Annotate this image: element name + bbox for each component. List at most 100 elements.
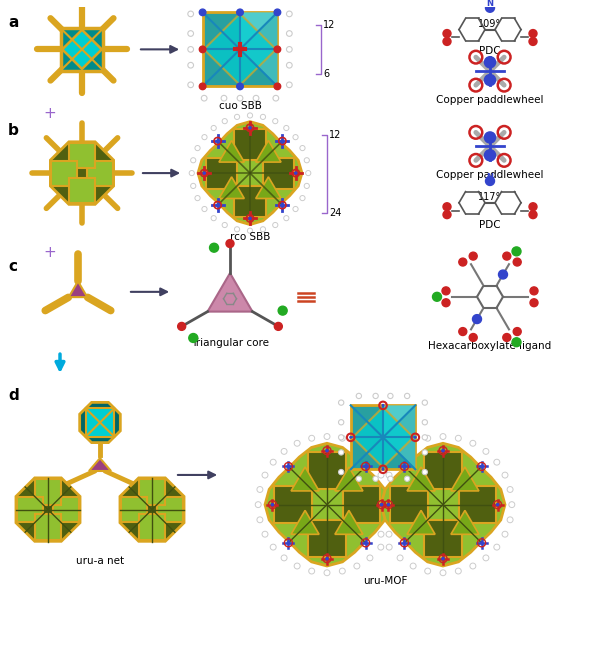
- Text: rco SBB: rco SBB: [230, 233, 270, 243]
- Circle shape: [281, 204, 284, 207]
- Circle shape: [236, 9, 244, 16]
- Circle shape: [178, 322, 185, 330]
- Circle shape: [202, 135, 207, 140]
- Text: cuo SBB: cuo SBB: [218, 101, 262, 111]
- Circle shape: [209, 243, 218, 252]
- Circle shape: [378, 531, 384, 537]
- Circle shape: [443, 211, 451, 219]
- Circle shape: [325, 557, 329, 560]
- Circle shape: [304, 184, 310, 188]
- Circle shape: [273, 0, 278, 3]
- Polygon shape: [62, 30, 102, 69]
- Circle shape: [459, 258, 467, 266]
- Polygon shape: [381, 444, 505, 566]
- Circle shape: [386, 459, 392, 465]
- Circle shape: [216, 204, 220, 207]
- Circle shape: [386, 472, 392, 478]
- Polygon shape: [256, 177, 281, 198]
- Circle shape: [294, 171, 298, 175]
- Circle shape: [484, 74, 496, 86]
- Circle shape: [235, 114, 239, 119]
- Polygon shape: [69, 281, 87, 297]
- Circle shape: [300, 145, 305, 151]
- Circle shape: [262, 531, 268, 537]
- Circle shape: [189, 333, 198, 343]
- Text: 12: 12: [329, 131, 341, 141]
- Circle shape: [274, 9, 281, 16]
- Polygon shape: [157, 497, 182, 522]
- Circle shape: [236, 83, 244, 90]
- Polygon shape: [139, 479, 165, 505]
- Circle shape: [235, 227, 239, 232]
- Text: N: N: [487, 172, 493, 182]
- Polygon shape: [88, 160, 113, 186]
- Circle shape: [378, 459, 384, 465]
- Circle shape: [485, 176, 494, 186]
- Polygon shape: [208, 273, 253, 312]
- Circle shape: [300, 196, 305, 201]
- Circle shape: [271, 503, 274, 507]
- Circle shape: [248, 126, 252, 129]
- Circle shape: [260, 227, 266, 232]
- Circle shape: [442, 287, 450, 295]
- Circle shape: [338, 420, 344, 425]
- Circle shape: [324, 570, 330, 575]
- Polygon shape: [86, 408, 114, 437]
- Circle shape: [188, 82, 194, 88]
- Polygon shape: [343, 486, 380, 523]
- Circle shape: [199, 83, 206, 90]
- Circle shape: [378, 544, 384, 550]
- Circle shape: [281, 448, 287, 454]
- Circle shape: [284, 125, 289, 131]
- Text: 6: 6: [323, 69, 329, 79]
- Circle shape: [195, 196, 200, 201]
- Polygon shape: [219, 177, 244, 198]
- Circle shape: [286, 30, 292, 36]
- Text: +: +: [44, 106, 56, 121]
- Circle shape: [484, 150, 496, 161]
- Polygon shape: [235, 186, 266, 217]
- Circle shape: [441, 449, 445, 452]
- Text: c: c: [8, 259, 17, 274]
- Circle shape: [305, 170, 311, 176]
- Circle shape: [422, 469, 427, 475]
- Circle shape: [469, 252, 477, 260]
- Polygon shape: [235, 129, 266, 160]
- Circle shape: [455, 568, 461, 574]
- Circle shape: [188, 62, 194, 68]
- Circle shape: [237, 95, 243, 101]
- Circle shape: [480, 465, 484, 468]
- Polygon shape: [335, 511, 363, 534]
- Circle shape: [530, 287, 538, 295]
- Circle shape: [403, 541, 406, 545]
- Circle shape: [529, 203, 537, 211]
- Circle shape: [507, 517, 513, 522]
- Circle shape: [272, 223, 278, 227]
- Circle shape: [274, 46, 281, 52]
- Circle shape: [340, 568, 345, 574]
- Circle shape: [354, 563, 360, 569]
- Polygon shape: [203, 13, 277, 86]
- Circle shape: [443, 38, 451, 45]
- Circle shape: [281, 555, 287, 561]
- Circle shape: [255, 502, 261, 508]
- Circle shape: [340, 436, 345, 441]
- Circle shape: [195, 145, 200, 151]
- Circle shape: [260, 114, 266, 119]
- Polygon shape: [35, 479, 61, 505]
- Circle shape: [270, 544, 276, 550]
- Polygon shape: [353, 407, 413, 467]
- Circle shape: [494, 544, 500, 550]
- Polygon shape: [291, 511, 319, 534]
- Circle shape: [287, 541, 290, 545]
- Text: PDC: PDC: [479, 219, 501, 229]
- Circle shape: [248, 217, 252, 220]
- Circle shape: [410, 563, 416, 569]
- Circle shape: [273, 95, 278, 101]
- Polygon shape: [240, 13, 277, 86]
- Circle shape: [237, 0, 243, 3]
- Text: uru-MOF: uru-MOF: [363, 576, 407, 586]
- Polygon shape: [424, 520, 461, 557]
- Polygon shape: [204, 14, 276, 85]
- Circle shape: [272, 119, 278, 124]
